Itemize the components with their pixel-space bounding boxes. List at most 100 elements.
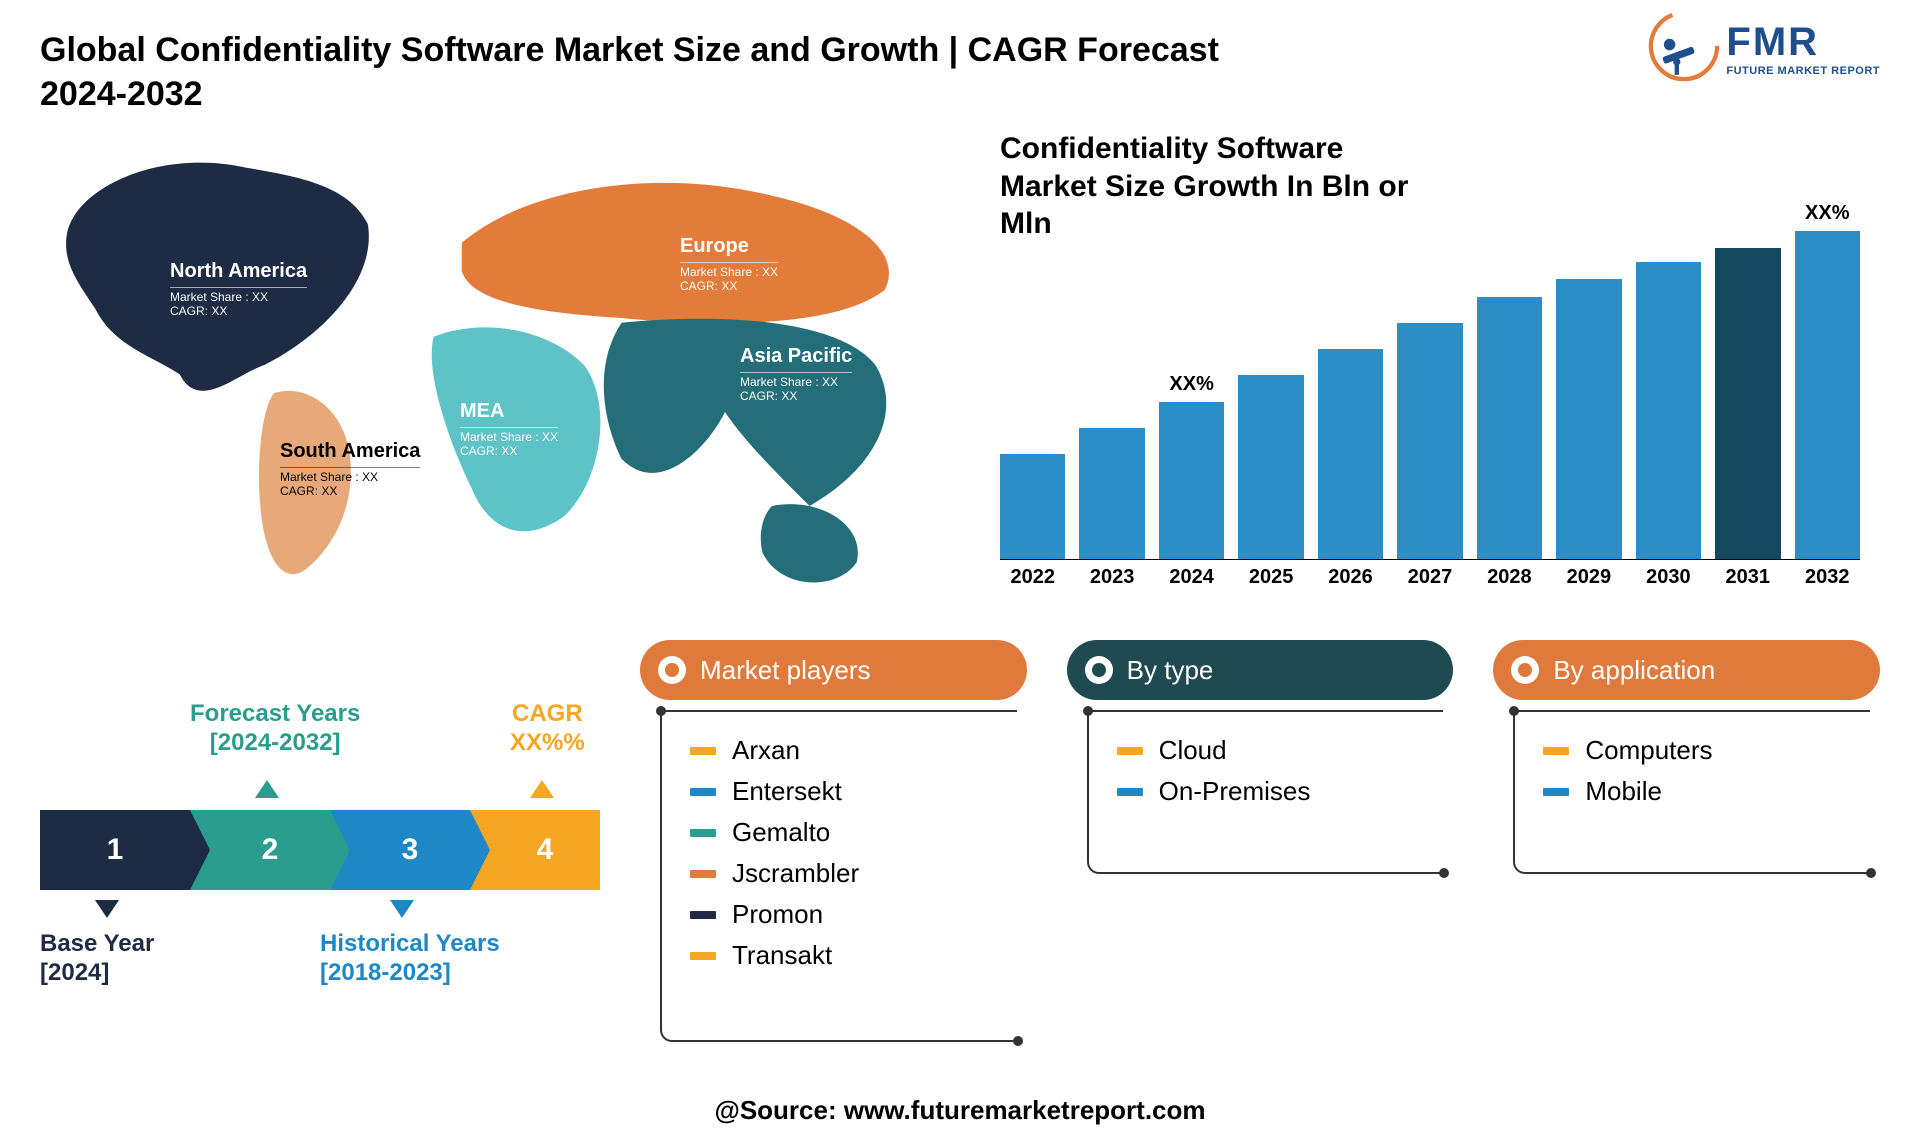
arrow-up-icon	[255, 780, 279, 798]
list-item: Jscrambler	[690, 858, 859, 889]
bar-rect	[1795, 231, 1860, 559]
list-item: Transakt	[690, 940, 859, 971]
category-pill: By type	[1067, 640, 1454, 700]
region-label-north-america: North AmericaMarket Share : XXCAGR: XX	[170, 260, 307, 318]
timeline-seg-1: 1	[40, 810, 190, 890]
historical-years-label: Historical Years[2018-2023]	[320, 930, 500, 988]
list-item: Entersekt	[690, 776, 859, 807]
bar-2024: 2024XX%	[1159, 402, 1224, 560]
page-title: Global Confidentiality Software Market S…	[40, 28, 1219, 116]
category-pill: By application	[1493, 640, 1880, 700]
bar-rect	[1000, 454, 1065, 559]
bar-year-label: 2031	[1726, 566, 1771, 589]
telescope-icon	[1648, 10, 1720, 87]
bar-2030: 2030	[1636, 262, 1701, 560]
color-swatch-icon	[690, 747, 716, 755]
color-swatch-icon	[1117, 747, 1143, 755]
bar-area: 2022 2023 2024XX% 2025 2026 2027 2028 20…	[1000, 210, 1860, 560]
bar-year-label: 2024	[1169, 566, 1214, 589]
bar-rect	[1318, 349, 1383, 559]
region-label-asia-pacific: Asia PacificMarket Share : XXCAGR: XX	[740, 345, 852, 403]
list-item: Computers	[1543, 735, 1712, 766]
pill-label: Market players	[700, 655, 871, 686]
base-year-label: Base Year[2024]	[40, 930, 154, 988]
bar-rect	[1556, 279, 1621, 559]
bar-2025: 2025	[1238, 375, 1303, 559]
category-market-players: Market players Arxan Entersekt Gemalto J…	[640, 640, 1027, 700]
cagr-label: CAGRXX%%	[510, 700, 585, 758]
bar-rect	[1079, 428, 1144, 559]
item-label: Entersekt	[732, 776, 842, 807]
color-swatch-icon	[1543, 788, 1569, 796]
brand-logo: FMR FUTURE MARKET REPORT	[1648, 10, 1880, 87]
bar-year-label: 2023	[1090, 566, 1135, 589]
item-label: Gemalto	[732, 817, 830, 848]
item-label: Arxan	[732, 735, 800, 766]
item-label: Mobile	[1585, 776, 1662, 807]
timeline-seg-number: 1	[107, 833, 124, 867]
dot-icon	[1511, 656, 1539, 684]
bar-year-label: 2025	[1249, 566, 1294, 589]
bar-2029: 2029	[1556, 279, 1621, 559]
region-label-south-america: South AmericaMarket Share : XXCAGR: XX	[280, 440, 420, 498]
bar-year-label: 2022	[1010, 566, 1055, 589]
timeline-seg-3: 3	[330, 810, 470, 890]
category-list: Cloud On-Premises	[1117, 735, 1311, 807]
pill-label: By application	[1553, 655, 1715, 686]
title-line-1: Global Confidentiality Software Market S…	[40, 31, 1219, 69]
bar-rect	[1477, 297, 1542, 560]
list-item: Arxan	[690, 735, 859, 766]
category-list: Computers Mobile	[1543, 735, 1712, 807]
list-item: Mobile	[1543, 776, 1712, 807]
bar-2023: 2023	[1079, 428, 1144, 559]
color-swatch-icon	[690, 911, 716, 919]
bar-2028: 2028	[1477, 297, 1542, 560]
bar-rect	[1238, 375, 1303, 559]
bar-rect	[1159, 402, 1224, 560]
list-item: Cloud	[1117, 735, 1311, 766]
timeline-row: 1 2 3 4	[40, 810, 600, 890]
bar-year-label: 2030	[1646, 566, 1691, 589]
world-map: North AmericaMarket Share : XXCAGR: XX So…	[40, 130, 940, 600]
item-label: On-Premises	[1159, 776, 1311, 807]
item-label: Promon	[732, 899, 823, 930]
arrow-down-icon	[95, 900, 119, 918]
bar-rect	[1636, 262, 1701, 560]
item-label: Cloud	[1159, 735, 1227, 766]
bar-annotation: XX%	[1169, 373, 1213, 396]
category-by-application: By application Computers Mobile	[1493, 640, 1880, 700]
timeline-seg-number: 2	[262, 833, 279, 867]
logo-text-sub: FUTURE MARKET REPORT	[1726, 65, 1880, 77]
list-item: Gemalto	[690, 817, 859, 848]
bar-year-label: 2026	[1328, 566, 1373, 589]
item-label: Jscrambler	[732, 858, 859, 889]
bar-2032: 2032XX%	[1795, 231, 1860, 559]
timeline-infographic: Forecast Years[2024-2032] CAGRXX%% 1234 …	[40, 660, 600, 1040]
source-attribution: @Source: www.futuremarketreport.com	[714, 1095, 1205, 1126]
timeline-seg-number: 4	[537, 833, 554, 867]
arrow-up-icon	[530, 780, 554, 798]
dot-icon	[658, 656, 686, 684]
bar-2026: 2026	[1318, 349, 1383, 559]
list-item: On-Premises	[1117, 776, 1311, 807]
region-europe	[462, 183, 889, 323]
bar-annotation: XX%	[1805, 202, 1849, 225]
bar-2031: 2031	[1715, 248, 1780, 559]
color-swatch-icon	[690, 870, 716, 878]
timeline-seg-number: 3	[402, 833, 419, 867]
item-label: Transakt	[732, 940, 832, 971]
dot-icon	[1085, 656, 1113, 684]
region-label-mea: MEAMarket Share : XXCAGR: XX	[460, 400, 558, 458]
category-pill: Market players	[640, 640, 1027, 700]
title-line-2: 2024-2032	[40, 75, 203, 113]
category-list: Arxan Entersekt Gemalto Jscrambler Promo…	[690, 735, 859, 971]
color-swatch-icon	[690, 952, 716, 960]
timeline-seg-2: 2	[190, 810, 330, 890]
category-by-type: By type Cloud On-Premises	[1067, 640, 1454, 700]
bar-2027: 2027	[1397, 323, 1462, 559]
bar-rect	[1715, 248, 1780, 559]
region-label-europe: EuropeMarket Share : XXCAGR: XX	[680, 235, 778, 293]
bar-year-label: 2028	[1487, 566, 1532, 589]
item-label: Computers	[1585, 735, 1712, 766]
market-size-bar-chart: Confidentiality Software Market Size Gro…	[1000, 130, 1860, 600]
